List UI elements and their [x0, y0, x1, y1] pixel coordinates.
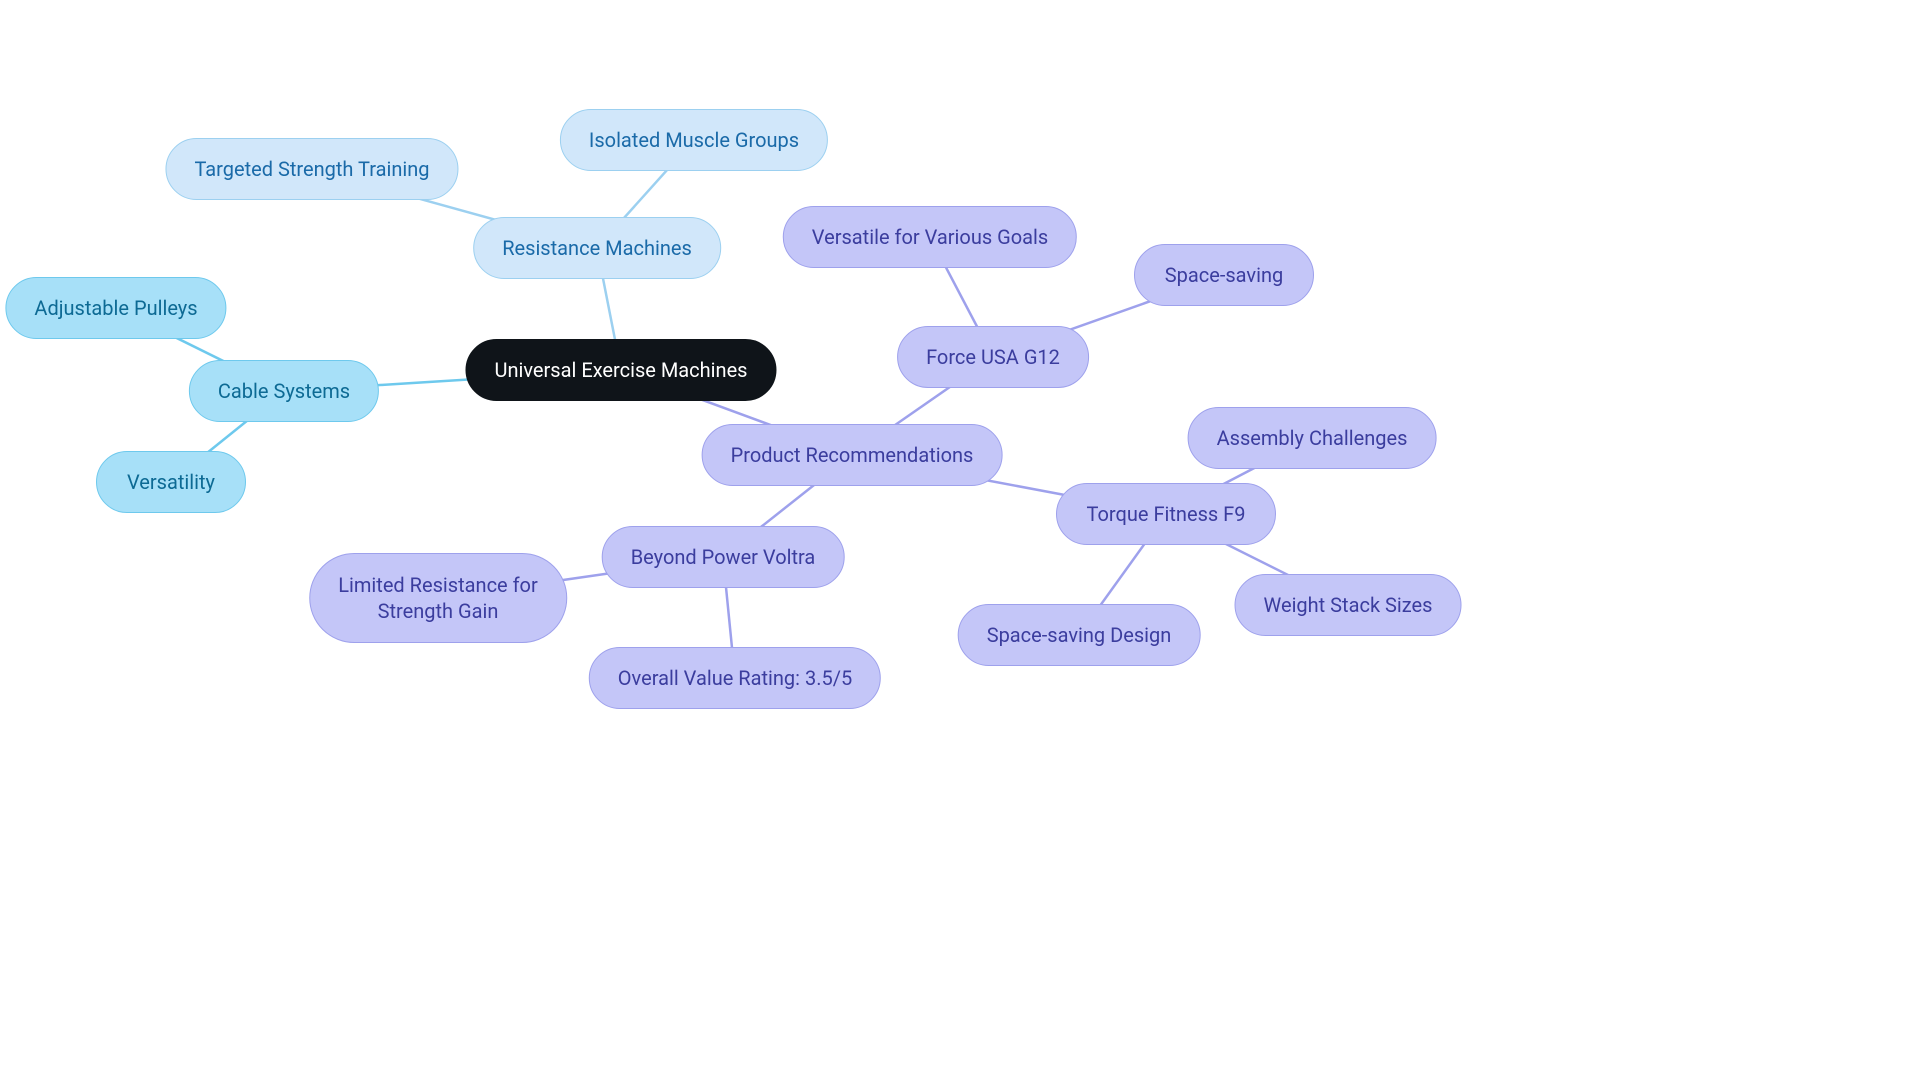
node-weightstack: Weight Stack Sizes	[1235, 574, 1462, 636]
node-voltra: Beyond Power Voltra	[602, 526, 845, 588]
node-cable: Cable Systems	[189, 360, 379, 422]
node-root: Universal Exercise Machines	[465, 339, 776, 401]
node-spacesaving1: Space-saving	[1134, 244, 1314, 306]
node-rating: Overall Value Rating: 3.5/5	[589, 647, 881, 709]
node-limited: Limited Resistance forStrength Gain	[309, 553, 567, 643]
node-assembly: Assembly Challenges	[1188, 407, 1437, 469]
node-pulleys: Adjustable Pulleys	[5, 277, 226, 339]
node-forceusa: Force USA G12	[897, 326, 1089, 388]
node-spacesaving2: Space-saving Design	[958, 604, 1201, 666]
node-isolated: Isolated Muscle Groups	[560, 109, 828, 171]
node-torque: Torque Fitness F9	[1056, 483, 1276, 545]
node-recs: Product Recommendations	[702, 424, 1003, 486]
mindmap-diagram: Universal Exercise Machines Resistance Ma…	[0, 0, 1920, 1083]
node-versatile: Versatile for Various Goals	[783, 206, 1077, 268]
node-resistance: Resistance Machines	[473, 217, 721, 279]
node-targeted: Targeted Strength Training	[165, 138, 458, 200]
node-versatility: Versatility	[96, 451, 246, 513]
